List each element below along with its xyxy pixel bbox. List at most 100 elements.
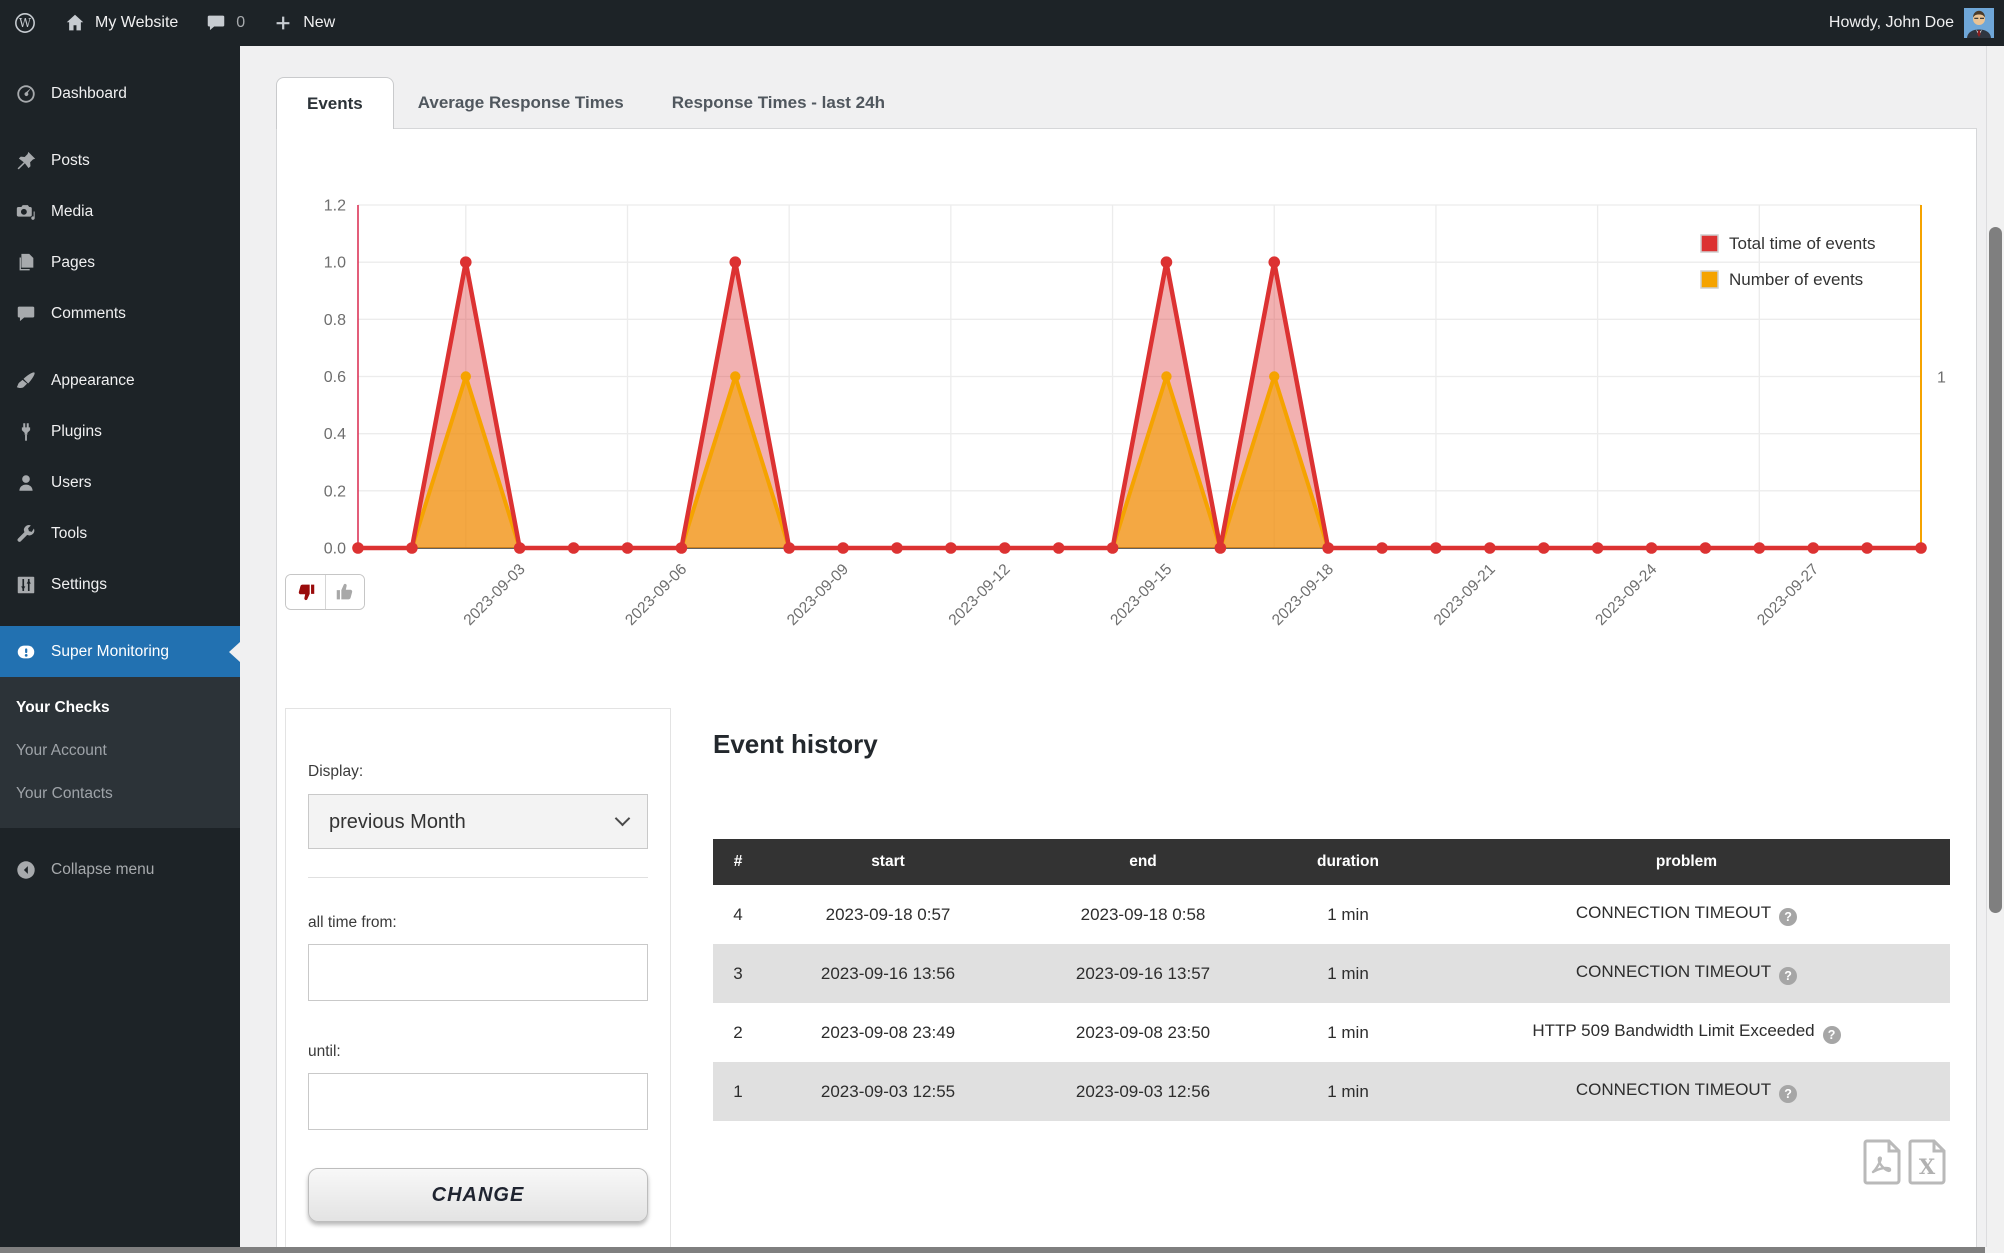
display-select[interactable]: previous Month [308, 794, 648, 849]
sidebar-item-label: Users [51, 473, 92, 491]
change-button[interactable]: CHANGE [308, 1168, 648, 1222]
cell-duration: 1 min [1273, 944, 1423, 1003]
home-icon [63, 11, 87, 35]
display-label: Display: [308, 763, 364, 780]
sidebar-item-settings[interactable]: Settings [0, 559, 240, 610]
comment-bubble-icon [204, 11, 228, 35]
event-history-table: # start end duration problem 4 2023-09-18 0:57… [713, 839, 1950, 1121]
y-axis-tick: 1.2 [324, 198, 346, 215]
total-time-point [567, 542, 580, 554]
vertical-scrollbar[interactable] [1986, 46, 2004, 1253]
submenu-item-your-checks[interactable]: Your Checks [16, 699, 110, 716]
from-date-input[interactable] [308, 944, 648, 1001]
total-time-point [1214, 542, 1227, 554]
admin-menu: Dashboard Posts Media Pages Comments Appearan… [0, 46, 240, 895]
num-events-point [1269, 371, 1280, 382]
submenu-item-your-contacts[interactable]: Your Contacts [16, 785, 113, 802]
collapse-menu-button[interactable]: Collapse menu [0, 844, 240, 895]
total-time-point [998, 542, 1011, 554]
x-axis-tick: 2023-09-24 [1592, 561, 1660, 629]
thumbs-up-icon[interactable] [325, 575, 364, 609]
horizontal-scrollbar-thumb[interactable] [0, 1247, 1985, 1253]
x-axis-tick: 2023-09-18 [1269, 561, 1337, 629]
sidebar-item-posts[interactable]: Posts [0, 135, 240, 186]
sliders-icon [14, 573, 38, 597]
sidebar: Dashboard Posts Media Pages Comments Appearan… [0, 46, 240, 1253]
sidebar-item-comments[interactable]: Comments [0, 288, 240, 339]
total-time-point [1753, 542, 1766, 554]
avatar [1964, 8, 1994, 38]
y-axis-tick: 0.0 [324, 541, 346, 558]
sidebar-item-label: Dashboard [51, 84, 127, 102]
cell-problem: CONNECTION TIMEOUT? [1423, 885, 1950, 944]
comment-icon [14, 302, 38, 326]
right-axis-tick: 1 [1937, 370, 1946, 387]
total-time-point [891, 542, 903, 554]
total-time-point [1376, 542, 1388, 554]
total-time-point [513, 542, 526, 554]
sidebar-item-tools[interactable]: Tools [0, 508, 240, 559]
total-time-point [1807, 542, 1820, 554]
submenu-item-your-account[interactable]: Your Account [16, 742, 107, 759]
until-date-input[interactable] [308, 1073, 648, 1130]
collapse-menu-label: Collapse menu [51, 860, 155, 878]
total-time-point [675, 542, 688, 554]
cell-duration: 1 min [1273, 1003, 1423, 1062]
sidebar-item-media[interactable]: Media [0, 186, 240, 237]
events-chart: 0.0 0.2 0.4 0.6 0.8 1.0 1.2 2023-09-03 2023-09-0… [324, 198, 1946, 629]
total-time-point [1106, 542, 1119, 554]
table-row: 2 2023-09-08 23:49 2023-09-08 23:50 1 min HT… [713, 1003, 1950, 1062]
thumbs-down-icon[interactable] [286, 575, 325, 609]
sidebar-item-users[interactable]: Users [0, 457, 240, 508]
sidebar-item-appearance[interactable]: Appearance [0, 355, 240, 406]
vertical-scrollbar-thumb[interactable] [1989, 227, 2002, 913]
cell-end: 2023-09-03 12:56 [1013, 1062, 1273, 1121]
comments-shortcut[interactable]: 0 [191, 0, 258, 46]
num-events-point [1161, 371, 1172, 382]
tab-events[interactable]: Events [276, 77, 394, 129]
total-time-line [358, 259, 1921, 551]
sidebar-item-dashboard[interactable]: Dashboard [0, 68, 240, 119]
help-icon[interactable]: ? [1779, 967, 1798, 985]
sidebar-item-plugins[interactable]: Plugins [0, 406, 240, 457]
chart-feedback-toggle [285, 574, 365, 610]
total-time-point [1537, 542, 1550, 554]
total-time-point [1322, 542, 1334, 554]
total-time-point [945, 542, 957, 554]
pdf-export-icon[interactable] [1863, 1139, 1903, 1185]
total-time-point [1052, 542, 1065, 554]
total-time-point [1160, 256, 1173, 268]
problem-text: CONNECTION TIMEOUT [1575, 962, 1772, 981]
tab-response-times-last-24h[interactable]: Response Times - last 24h [671, 93, 885, 112]
account-menu[interactable]: Howdy, John Doe [1829, 8, 2004, 38]
brush-icon [14, 369, 38, 393]
horizontal-scrollbar[interactable] [0, 1247, 2004, 1253]
site-name-link[interactable]: My Website [50, 0, 191, 46]
cell-start: 2023-09-08 23:49 [763, 1003, 1013, 1062]
sidebar-item-super-monitoring[interactable]: Super Monitoring [0, 626, 240, 677]
y-axis-tick: 0.8 [324, 312, 346, 329]
tab-bar: Events Average Response Times Response Tim… [276, 77, 909, 129]
excel-export-icon[interactable]: X [1908, 1139, 1948, 1185]
sidebar-item-label: Tools [51, 524, 88, 542]
legend-swatch [1700, 270, 1719, 289]
problem-text: HTTP 509 Bandwidth Limit Exceeded [1532, 1021, 1815, 1040]
x-axis-tick: 2023-09-03 [461, 561, 529, 629]
tab-average-response-times[interactable]: Average Response Times [417, 93, 624, 112]
pushpin-icon [14, 149, 38, 173]
wordpress-logo-menu[interactable]: W [0, 0, 50, 46]
cell-start: 2023-09-16 13:56 [763, 944, 1013, 1003]
event-history-title: Event history [713, 729, 878, 759]
help-icon[interactable]: ? [1779, 908, 1798, 926]
new-content-button[interactable]: New [258, 0, 348, 46]
sidebar-item-label: Posts [51, 151, 90, 169]
total-time-point [1484, 542, 1496, 554]
sidebar-item-pages[interactable]: Pages [0, 237, 240, 288]
total-time-point [459, 256, 472, 268]
until-label: until: [308, 1043, 341, 1060]
cell-duration: 1 min [1273, 885, 1423, 944]
help-icon[interactable]: ? [1779, 1085, 1798, 1103]
filter-panel: Display: previous Month all time from: u… [285, 708, 671, 1253]
help-icon[interactable]: ? [1822, 1026, 1841, 1044]
cell-end: 2023-09-18 0:58 [1013, 885, 1273, 944]
